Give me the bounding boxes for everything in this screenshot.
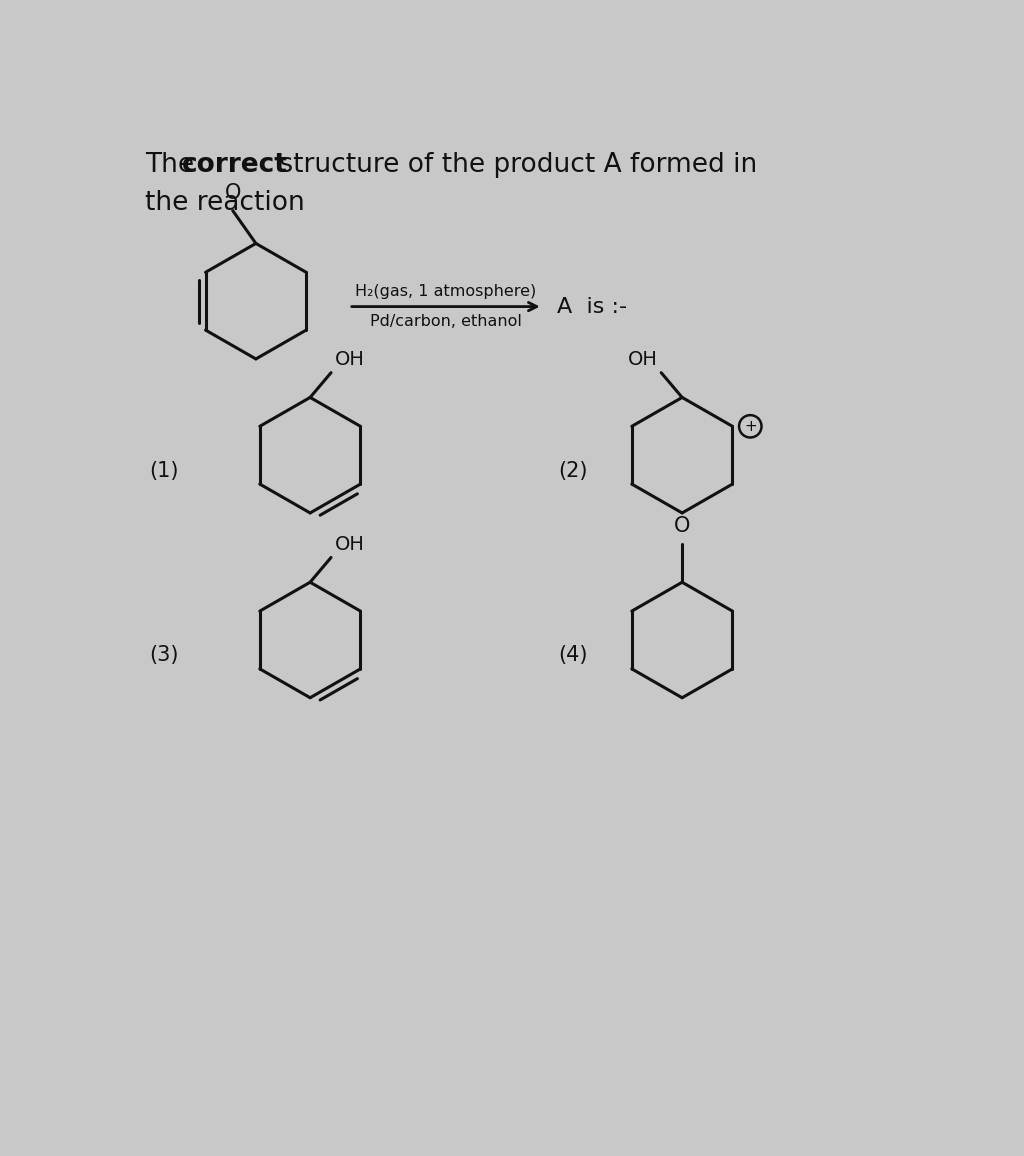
Text: O: O [224,183,241,203]
Text: OH: OH [628,350,657,369]
Text: correct: correct [182,151,288,178]
Text: (2): (2) [558,460,588,481]
Text: (4): (4) [558,645,588,666]
Text: (3): (3) [150,645,179,666]
Text: A  is :-: A is :- [557,297,627,317]
Text: Pd/carbon, ethanol: Pd/carbon, ethanol [370,314,521,329]
Text: H₂(gas, 1 atmosphere): H₂(gas, 1 atmosphere) [355,284,537,299]
Text: the reaction: the reaction [145,191,305,216]
Text: structure of the product A formed in: structure of the product A formed in [271,151,758,178]
Text: OH: OH [335,534,365,554]
Text: OH: OH [335,350,365,369]
Text: The: The [145,151,203,178]
Text: (1): (1) [150,460,179,481]
Text: O: O [674,516,690,536]
Text: +: + [743,418,757,434]
